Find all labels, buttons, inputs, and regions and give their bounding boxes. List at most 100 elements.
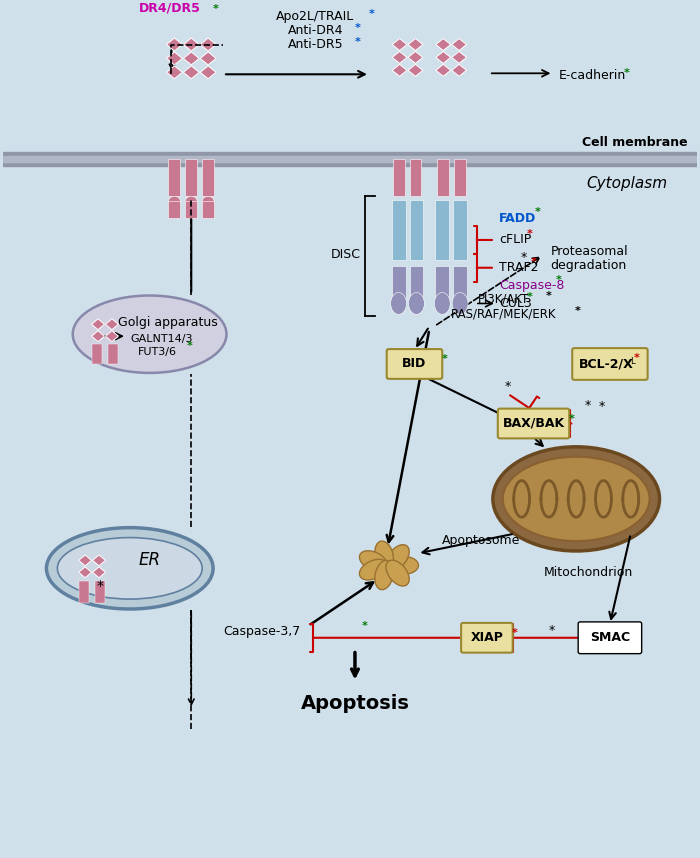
- Text: DISC: DISC: [331, 248, 361, 262]
- Text: *: *: [599, 400, 605, 413]
- Text: Cytoplasm: Cytoplasm: [587, 177, 667, 191]
- Text: GALNT14/3: GALNT14/3: [130, 334, 192, 344]
- Bar: [410, 266, 424, 301]
- Bar: [108, 344, 118, 364]
- Text: CUL3: CUL3: [499, 297, 531, 310]
- Text: Apoptosis: Apoptosis: [300, 694, 410, 713]
- Ellipse shape: [503, 456, 650, 541]
- Text: *: *: [512, 628, 517, 637]
- Polygon shape: [436, 39, 451, 51]
- Text: *: *: [362, 621, 368, 631]
- FancyBboxPatch shape: [578, 622, 642, 654]
- Ellipse shape: [391, 293, 407, 314]
- Polygon shape: [92, 319, 104, 329]
- Polygon shape: [167, 52, 182, 65]
- Ellipse shape: [57, 538, 202, 599]
- Polygon shape: [183, 66, 199, 79]
- Bar: [169, 159, 181, 196]
- Polygon shape: [392, 64, 407, 76]
- Bar: [186, 202, 197, 218]
- Text: *: *: [186, 341, 193, 351]
- Text: *: *: [548, 624, 554, 637]
- Text: TRAF2: TRAF2: [499, 261, 538, 275]
- Polygon shape: [106, 319, 118, 329]
- Ellipse shape: [359, 559, 387, 580]
- FancyBboxPatch shape: [386, 349, 442, 379]
- Polygon shape: [200, 66, 216, 79]
- Text: RAS/RAF/MEK/ERK: RAS/RAF/MEK/ERK: [451, 307, 556, 320]
- Text: BID: BID: [402, 358, 426, 371]
- Bar: [453, 200, 467, 260]
- Ellipse shape: [493, 447, 659, 551]
- Polygon shape: [92, 567, 106, 577]
- Text: Proteasomal: Proteasomal: [550, 245, 628, 258]
- Ellipse shape: [386, 545, 410, 571]
- Text: BAX/BAK: BAX/BAK: [503, 417, 565, 430]
- Ellipse shape: [389, 557, 419, 574]
- Ellipse shape: [434, 293, 450, 314]
- Ellipse shape: [452, 293, 468, 314]
- Bar: [393, 159, 405, 196]
- Ellipse shape: [46, 528, 213, 609]
- Bar: [438, 159, 449, 196]
- Ellipse shape: [169, 196, 181, 206]
- Text: *: *: [355, 37, 360, 46]
- Text: *: *: [634, 353, 640, 363]
- Text: Caspase-3,7: Caspase-3,7: [223, 625, 300, 638]
- Polygon shape: [408, 51, 423, 63]
- Text: Apoptosome: Apoptosome: [442, 534, 521, 547]
- Bar: [453, 266, 467, 301]
- Text: degradation: degradation: [550, 259, 626, 272]
- Bar: [79, 581, 89, 603]
- Text: Anti-DR5: Anti-DR5: [288, 38, 343, 51]
- Bar: [410, 200, 424, 260]
- Polygon shape: [106, 330, 118, 341]
- Ellipse shape: [386, 560, 410, 586]
- Ellipse shape: [186, 196, 197, 206]
- Polygon shape: [92, 555, 106, 565]
- FancyBboxPatch shape: [572, 348, 648, 380]
- Polygon shape: [167, 38, 182, 51]
- Polygon shape: [200, 52, 216, 65]
- Polygon shape: [452, 51, 467, 63]
- Text: *: *: [521, 251, 526, 263]
- Polygon shape: [392, 39, 407, 51]
- Polygon shape: [92, 330, 104, 341]
- FancyBboxPatch shape: [498, 408, 569, 438]
- Text: *: *: [526, 229, 533, 239]
- Polygon shape: [183, 52, 199, 65]
- Text: *: *: [585, 399, 591, 412]
- Polygon shape: [78, 567, 92, 577]
- Bar: [454, 159, 466, 196]
- Ellipse shape: [409, 293, 424, 314]
- Text: FADD: FADD: [499, 212, 536, 225]
- Ellipse shape: [375, 541, 393, 571]
- Bar: [435, 200, 449, 260]
- Text: FUT3/6: FUT3/6: [138, 347, 177, 357]
- Text: Golgi apparatus: Golgi apparatus: [118, 316, 217, 329]
- Polygon shape: [200, 38, 216, 51]
- Ellipse shape: [73, 295, 227, 373]
- Text: SMAC: SMAC: [590, 631, 630, 644]
- Text: Anti-DR4: Anti-DR4: [288, 24, 343, 37]
- Bar: [92, 344, 102, 364]
- Text: *: *: [213, 3, 219, 14]
- Polygon shape: [408, 39, 423, 51]
- Text: BCL-2/X: BCL-2/X: [579, 358, 634, 371]
- Ellipse shape: [375, 560, 393, 589]
- Text: PI3K/AKT: PI3K/AKT: [478, 293, 529, 305]
- Ellipse shape: [202, 196, 214, 206]
- Text: *: *: [531, 257, 536, 267]
- Bar: [392, 200, 405, 260]
- Text: DR4/DR5: DR4/DR5: [139, 2, 200, 15]
- Ellipse shape: [359, 551, 387, 571]
- Bar: [186, 159, 197, 196]
- Polygon shape: [392, 51, 407, 63]
- Text: Cell membrane: Cell membrane: [582, 136, 687, 148]
- Text: cFLIP: cFLIP: [499, 233, 531, 246]
- Text: *: *: [526, 293, 533, 303]
- Bar: [169, 202, 181, 218]
- Bar: [435, 266, 449, 301]
- Bar: [202, 202, 214, 218]
- Text: *: *: [575, 306, 581, 317]
